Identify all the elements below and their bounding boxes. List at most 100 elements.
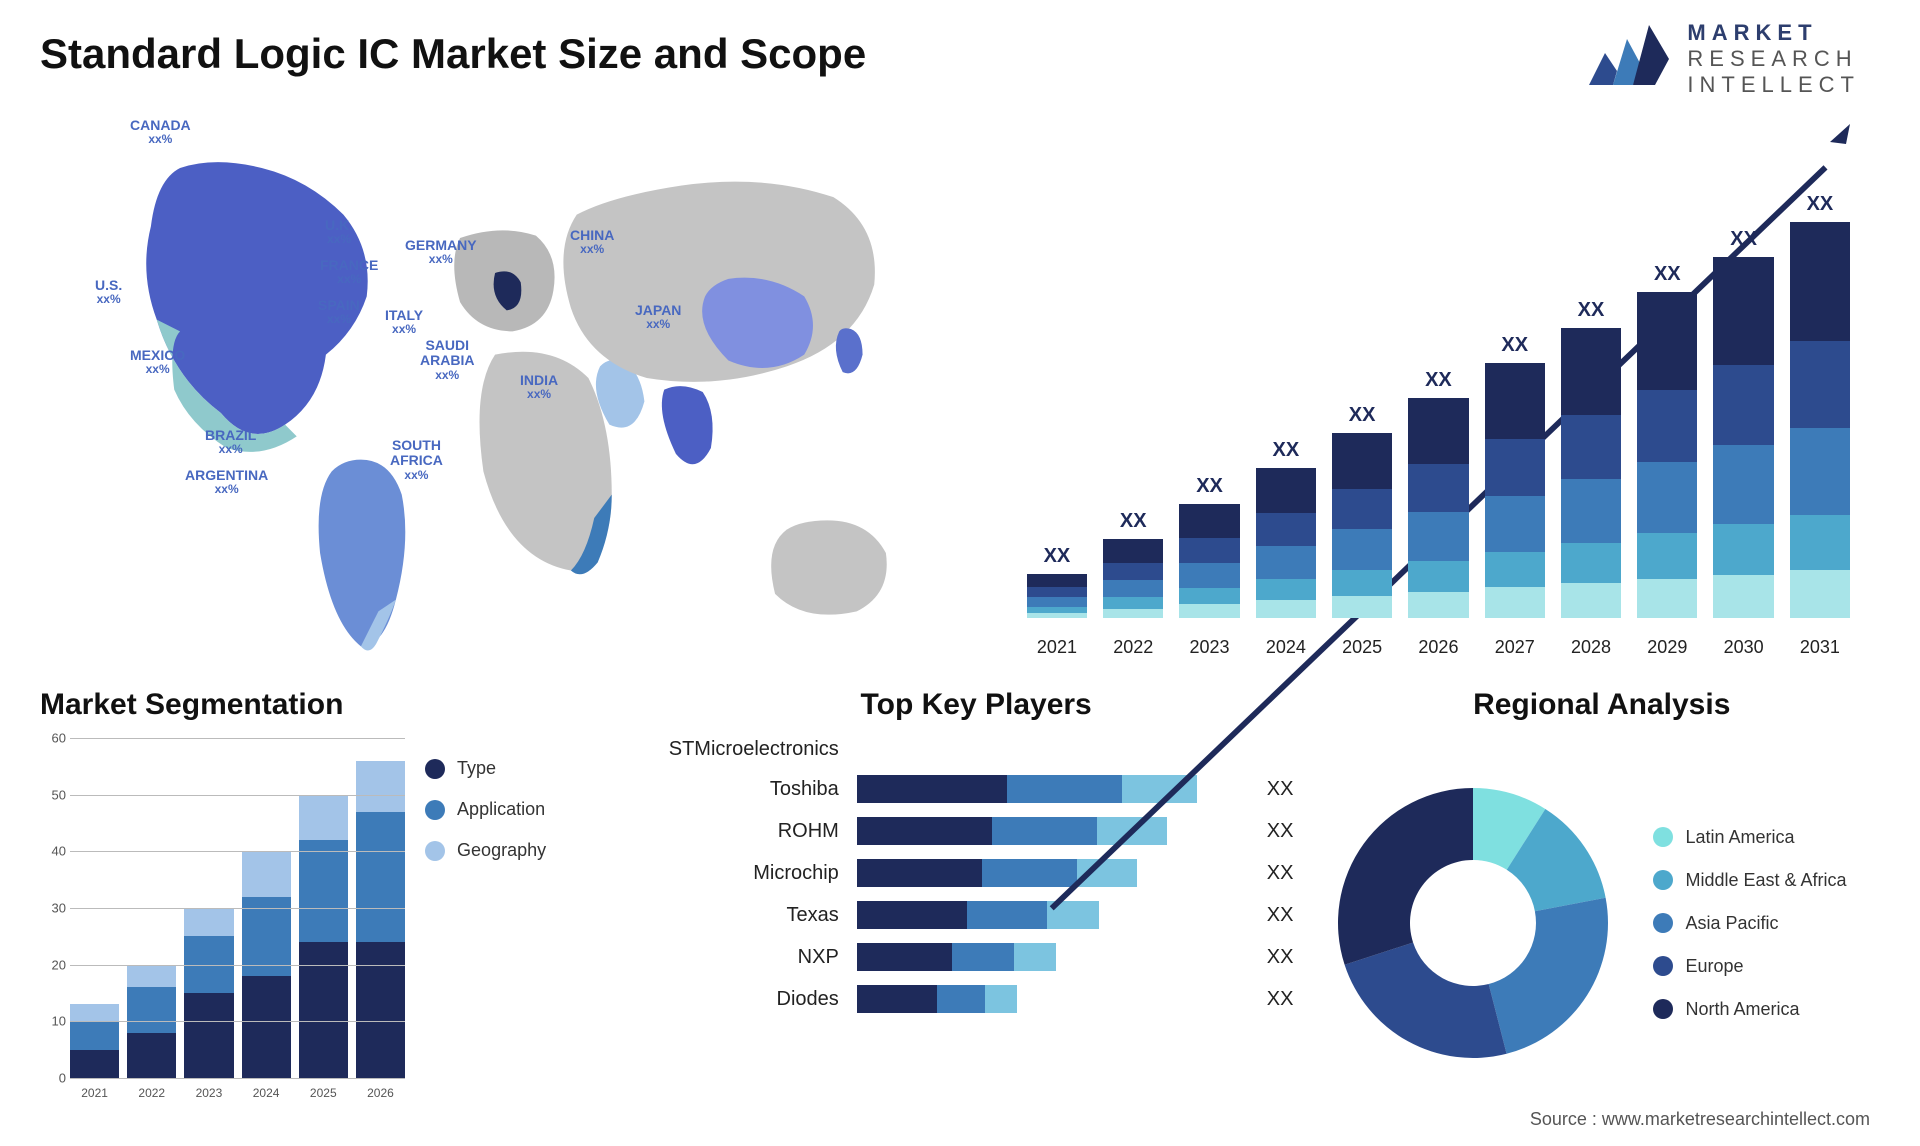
growth-chart-panel: XXXXXXXXXXXXXXXXXXXXXX 20212022202320242… xyxy=(1017,98,1880,658)
growth-bar: XX xyxy=(1637,178,1697,618)
player-name: Microchip xyxy=(659,862,839,885)
segmentation-stacked-bar-chart: 202120222023202420252026 0102030405060 xyxy=(40,738,405,1108)
brand-line2: RESEARCH xyxy=(1687,46,1860,72)
growth-bar: XX xyxy=(1790,178,1850,618)
map-country-label: FRANCExx% xyxy=(320,258,378,287)
player-value: XX xyxy=(1267,862,1294,885)
growth-bar-value: XX xyxy=(1408,369,1468,392)
seg-bar xyxy=(299,795,348,1078)
growth-x-label: 2028 xyxy=(1561,637,1621,658)
growth-bar: XX xyxy=(1561,178,1621,618)
growth-stacked-bar-chart: XXXXXXXXXXXXXXXXXXXXXX 20212022202320242… xyxy=(1027,118,1850,658)
growth-bar-value: XX xyxy=(1103,510,1163,533)
map-country-label: MEXICOxx% xyxy=(130,348,185,377)
player-bar xyxy=(857,817,1237,845)
map-country-label: U.S.xx% xyxy=(95,278,122,307)
player-name: STMicroelectronics xyxy=(659,738,839,761)
legend-item: Latin America xyxy=(1653,827,1880,848)
legend-label: Middle East & Africa xyxy=(1685,870,1846,891)
seg-y-label: 30 xyxy=(40,901,66,916)
map-country-label: U.K.xx% xyxy=(325,218,353,247)
growth-bar-value: XX xyxy=(1713,228,1773,251)
map-country-label: BRAZILxx% xyxy=(205,428,256,457)
legend-color-dot xyxy=(425,800,445,820)
growth-bar-value: XX xyxy=(1790,193,1850,216)
seg-x-label: 2026 xyxy=(356,1086,405,1100)
legend-item: Application xyxy=(425,799,629,820)
growth-bar: XX xyxy=(1485,178,1545,618)
brand-mark-icon xyxy=(1589,25,1669,93)
legend-color-dot xyxy=(1653,999,1673,1019)
legend-label: Europe xyxy=(1685,956,1743,977)
segmentation-legend: Type Application Geography xyxy=(425,738,629,1108)
growth-x-label: 2031 xyxy=(1790,637,1850,658)
map-country-label: CHINAxx% xyxy=(570,228,614,257)
donut-slice xyxy=(1489,898,1608,1054)
player-bar xyxy=(857,859,1237,887)
legend-color-dot xyxy=(425,841,445,861)
brand-line1: MARKET xyxy=(1687,20,1860,46)
player-row: Microchip XX xyxy=(659,859,1294,887)
growth-bar: XX xyxy=(1332,178,1392,618)
growth-bar-value: XX xyxy=(1027,545,1087,568)
player-row: TexasXX xyxy=(659,901,1294,929)
seg-y-label: 20 xyxy=(40,957,66,972)
seg-x-label: 2021 xyxy=(70,1086,119,1100)
world-map-icon xyxy=(40,98,997,658)
player-name: Toshiba xyxy=(659,778,839,801)
map-country-label: JAPANxx% xyxy=(635,303,681,332)
legend-item: Middle East & Africa xyxy=(1653,870,1880,891)
legend-color-dot xyxy=(1653,870,1673,890)
seg-bar xyxy=(356,761,405,1078)
growth-arrowhead-icon xyxy=(1828,122,1852,146)
legend-item: Geography xyxy=(425,840,629,861)
player-name: Diodes xyxy=(659,988,839,1011)
growth-bar: XX xyxy=(1179,178,1239,618)
regional-title: Regional Analysis xyxy=(1323,688,1880,722)
player-row: DiodesXX xyxy=(659,985,1294,1013)
seg-y-label: 50 xyxy=(40,787,66,802)
donut-slice xyxy=(1338,788,1473,965)
player-name: NXP xyxy=(659,946,839,969)
player-value: XX xyxy=(1267,778,1294,801)
growth-bar-value: XX xyxy=(1561,299,1621,322)
player-row: Toshiba XX xyxy=(659,775,1294,803)
infographic-page: Standard Logic IC Market Size and Scope … xyxy=(0,0,1920,1146)
brand-line3: INTELLECT xyxy=(1687,72,1860,98)
seg-y-label: 40 xyxy=(40,844,66,859)
legend-item: North America xyxy=(1653,999,1880,1020)
regional-panel: Regional Analysis Latin America Middle Ea… xyxy=(1323,688,1880,1108)
player-bar xyxy=(857,901,1237,929)
seg-y-label: 60 xyxy=(40,731,66,746)
regional-donut-chart xyxy=(1323,773,1623,1073)
growth-bar-value: XX xyxy=(1179,475,1239,498)
growth-x-label: 2022 xyxy=(1103,637,1163,658)
key-players-panel: Top Key Players STMicroelectronicsToshib… xyxy=(659,688,1294,1108)
top-row: CANADAxx%U.S.xx%MEXICOxx%BRAZILxx%ARGENT… xyxy=(40,98,1880,658)
legend-color-dot xyxy=(425,759,445,779)
seg-bar xyxy=(70,1004,119,1078)
map-country-label: CANADAxx% xyxy=(130,118,191,147)
seg-y-label: 10 xyxy=(40,1014,66,1029)
donut-slice xyxy=(1345,942,1507,1058)
legend-label: Geography xyxy=(457,840,546,861)
growth-bar-value: XX xyxy=(1637,263,1697,286)
seg-y-label: 0 xyxy=(40,1071,66,1086)
legend-label: Type xyxy=(457,758,496,779)
growth-bar: XX xyxy=(1256,178,1316,618)
growth-x-label: 2021 xyxy=(1027,637,1087,658)
legend-label: North America xyxy=(1685,999,1799,1020)
map-country-label: SOUTHAFRICAxx% xyxy=(390,438,443,482)
growth-bar-value: XX xyxy=(1485,334,1545,357)
legend-label: Asia Pacific xyxy=(1685,913,1778,934)
player-row: STMicroelectronics xyxy=(659,738,1294,761)
growth-x-label: 2025 xyxy=(1332,637,1392,658)
player-bar xyxy=(857,775,1237,803)
legend-color-dot xyxy=(1653,827,1673,847)
player-name: ROHM xyxy=(659,820,839,843)
bottom-row: Market Segmentation 20212022202320242025… xyxy=(40,688,1880,1108)
seg-x-label: 2022 xyxy=(127,1086,176,1100)
growth-bar: XX xyxy=(1408,178,1468,618)
growth-x-label: 2030 xyxy=(1713,637,1773,658)
growth-bar: XX xyxy=(1713,178,1773,618)
